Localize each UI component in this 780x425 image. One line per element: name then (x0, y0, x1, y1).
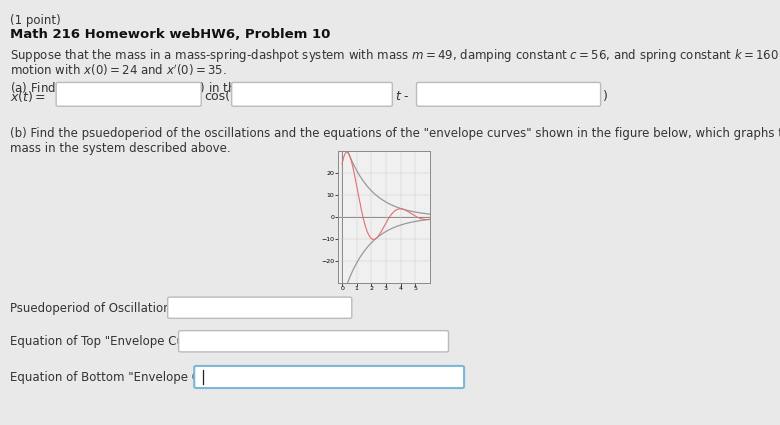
Text: cos(: cos( (204, 90, 230, 102)
FancyBboxPatch shape (417, 82, 601, 106)
Text: $t$ -: $t$ - (395, 90, 410, 102)
Text: (1 point): (1 point) (10, 14, 61, 27)
Text: (b) Find the psuedoperiod of the oscillations and the equations of the "envelope: (b) Find the psuedoperiod of the oscilla… (10, 127, 780, 140)
Text: Math 216 Homework webHW6, Problem 10: Math 216 Homework webHW6, Problem 10 (10, 28, 331, 41)
Text: (a) Find the position function $x(t)$ in the form: (a) Find the position function $x(t)$ in… (10, 80, 275, 97)
FancyBboxPatch shape (179, 331, 448, 352)
Text: mass in the system described above.: mass in the system described above. (10, 142, 231, 155)
Text: $x(t) =$: $x(t) =$ (10, 88, 46, 104)
FancyBboxPatch shape (194, 366, 464, 388)
FancyBboxPatch shape (168, 297, 352, 318)
Text: motion with $x(0) = 24$ and $x'(0) = 35$.: motion with $x(0) = 24$ and $x'(0) = 35$… (10, 62, 227, 77)
Text: Equation of Bottom "Envelope Curve" =: Equation of Bottom "Envelope Curve" = (10, 371, 246, 384)
FancyBboxPatch shape (232, 82, 392, 106)
Text: Suppose that the mass in a mass-spring-dashpot system with mass $m = 49$, dampin: Suppose that the mass in a mass-spring-d… (10, 47, 780, 64)
Text: ): ) (603, 90, 608, 102)
Text: Psuedoperiod of Oscillations =: Psuedoperiod of Oscillations = (10, 302, 190, 314)
Text: Equation of Top "Envelope Curve" =: Equation of Top "Envelope Curve" = (10, 335, 222, 348)
FancyBboxPatch shape (56, 82, 201, 106)
